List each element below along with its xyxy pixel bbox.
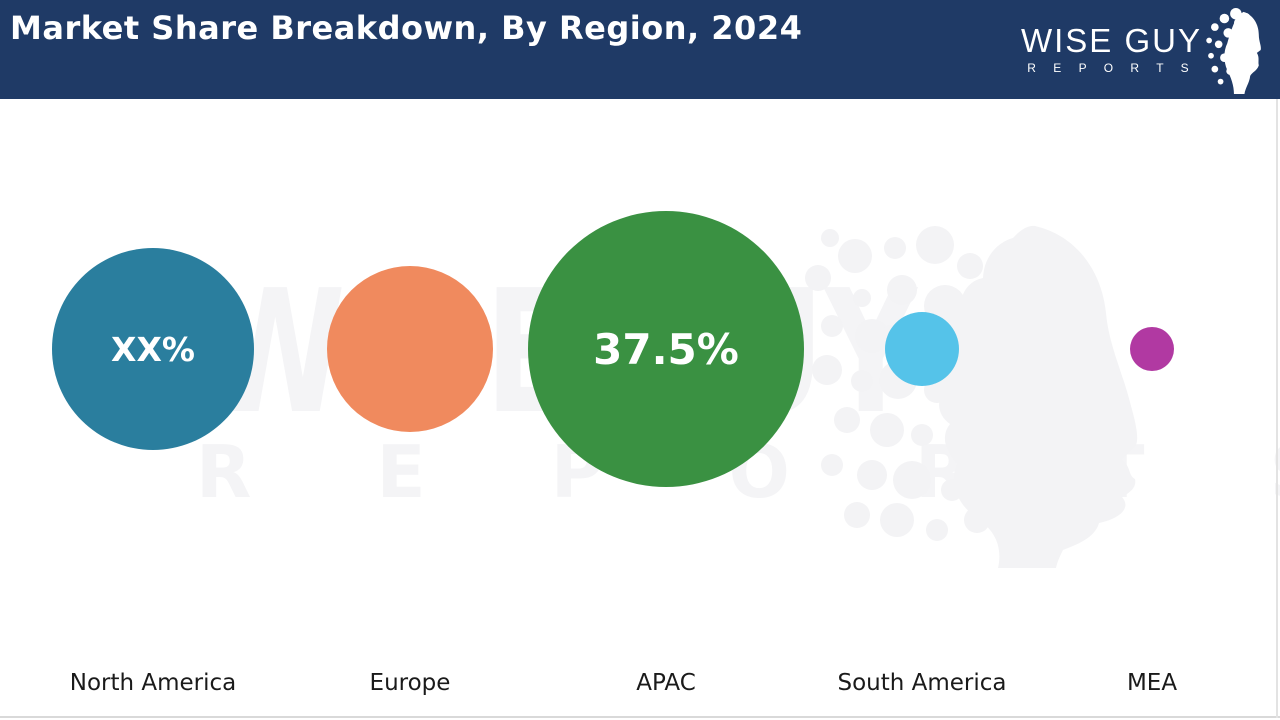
- wise-guy-reports-logo: WISE GUY R E P O R T S: [1020, 6, 1264, 94]
- bubble-apac: 37.5%: [528, 211, 804, 487]
- category-label-south-america: South America: [837, 670, 1007, 696]
- logo-text: WISE GUY R E P O R T S: [1020, 22, 1202, 75]
- page-title: Market Share Breakdown, By Region, 2024: [10, 9, 803, 47]
- category-label-apac: APAC: [636, 670, 696, 696]
- category-label-mea: MEA: [1126, 670, 1178, 696]
- bubble-mea: [1130, 327, 1174, 371]
- bubble-north-america: XX%: [52, 248, 254, 450]
- right-axis-line: [1276, 99, 1278, 718]
- bubble-south-america: [885, 312, 959, 386]
- category-label-europe: Europe: [369, 670, 451, 696]
- watermark-head-icon: [805, 225, 1138, 568]
- bottom-axis-line: [0, 716, 1280, 718]
- logo-subtitle: R E P O R T S: [1027, 60, 1196, 75]
- bubble-europe: [327, 266, 493, 432]
- bubble-value-north-america: XX%: [111, 329, 195, 369]
- category-label-north-america: North America: [69, 670, 237, 696]
- logo-wordmark: WISE GUY: [1020, 22, 1202, 59]
- header-bar: Market Share Breakdown, By Region, 2024 …: [0, 0, 1280, 99]
- bubble-value-apac: 37.5%: [593, 324, 739, 374]
- logo-head-icon: [1206, 8, 1261, 94]
